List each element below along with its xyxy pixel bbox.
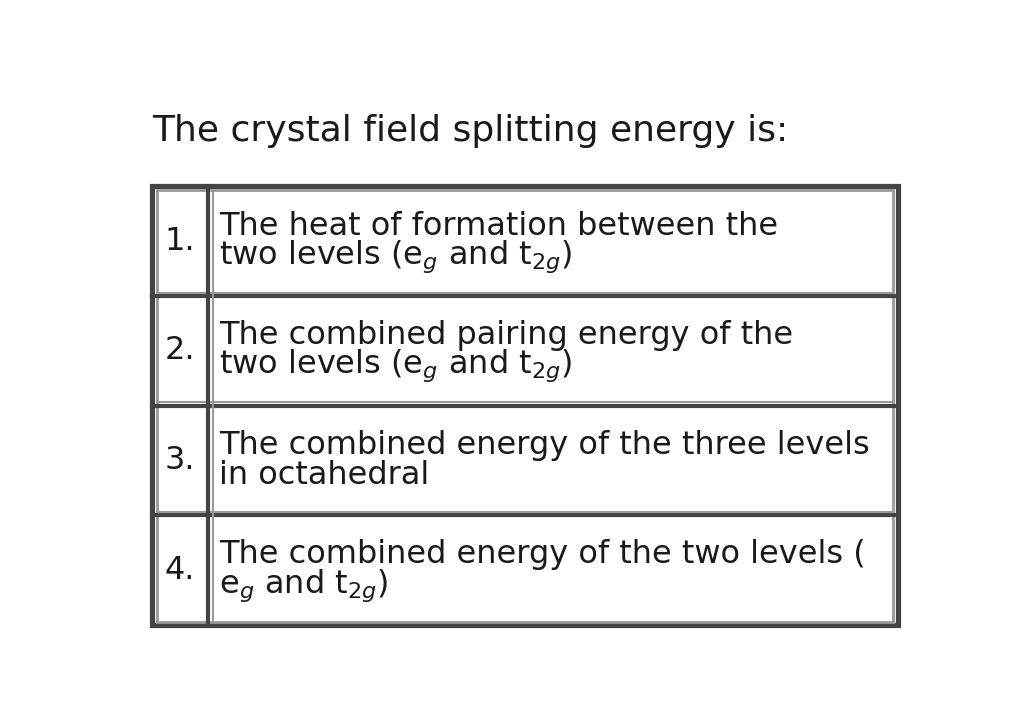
Bar [152, 187, 898, 625]
Text: The combined energy of the three levels: The combined energy of the three levels [219, 430, 869, 461]
Text: The combined energy of the two levels (: The combined energy of the two levels ( [219, 539, 865, 570]
Text: 3.: 3. [165, 445, 195, 476]
Text: two levels (e$_{g}$ and t$_{2g}$): two levels (e$_{g}$ and t$_{2g}$) [219, 348, 572, 384]
Text: in octahedral: in octahedral [219, 460, 429, 491]
Text: 4.: 4. [165, 554, 195, 585]
Text: The crystal field splitting energy is:: The crystal field splitting energy is: [152, 114, 788, 149]
Text: two levels (e$_{g}$ and t$_{2g}$): two levels (e$_{g}$ and t$_{2g}$) [219, 239, 572, 275]
Text: 2.: 2. [165, 335, 196, 366]
Text: The combined pairing energy of the: The combined pairing energy of the [219, 320, 793, 351]
Text: The heat of formation between the: The heat of formation between the [219, 211, 778, 242]
Text: e$_{g}$ and t$_{2g}$): e$_{g}$ and t$_{2g}$) [219, 567, 388, 603]
Text: 1.: 1. [165, 226, 196, 257]
Bar [157, 190, 893, 622]
